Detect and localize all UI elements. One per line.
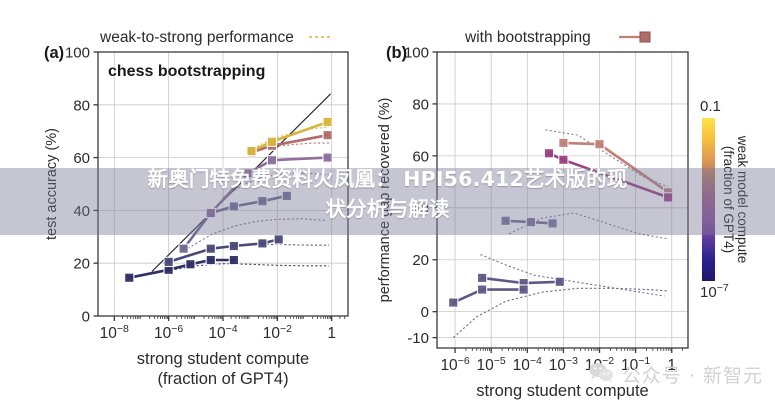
xtick-label: 10−4 — [513, 355, 542, 374]
data-point — [448, 297, 459, 308]
xtick-label: 10−8 — [100, 323, 129, 342]
xtick-label: 10−5 — [477, 355, 506, 374]
xtick-label: 1 — [667, 357, 676, 374]
data-point — [228, 240, 240, 252]
data-point — [228, 201, 240, 212]
ytick-label: 100 — [65, 45, 90, 62]
panel-a: 0 20 40 60 80 100 10−8 10−6 10−4 10−2 1 strong stud… — [44, 29, 349, 388]
legend-label: weak-to-strong performance — [99, 29, 294, 46]
xaxis-label-line2: (fraction of GPT4) — [157, 370, 288, 388]
data-point — [178, 243, 189, 254]
data-point — [257, 196, 268, 207]
legend-label: with bootstrapping — [464, 29, 591, 46]
colorbar-top-label: 0.1 — [700, 98, 721, 115]
data-point — [266, 155, 278, 166]
ytick-label: 40 — [412, 200, 429, 217]
ytick-label: 20 — [73, 256, 90, 273]
data-point — [518, 284, 529, 295]
colorbar-gradient — [702, 118, 715, 281]
ytick-label: 60 — [412, 148, 429, 165]
legend-marker-swatch — [639, 31, 651, 43]
data-point — [281, 190, 293, 202]
data-point — [205, 243, 216, 254]
xaxis-label-line1: strong student compute — [476, 382, 648, 400]
series-line-ceiling — [151, 93, 331, 272]
xtick-label: 10−3 — [549, 355, 578, 374]
xaxis-label-line1: strong student compute — [137, 350, 309, 368]
panel-b-axes-frame — [436, 51, 689, 349]
ytick-label: 100 — [404, 45, 429, 62]
data-point — [554, 276, 565, 287]
xtick-label: 10−2 — [585, 355, 614, 374]
dotted-series-w2s-10^-5 — [187, 218, 327, 249]
ytick-label: 80 — [73, 97, 90, 114]
data-point — [476, 284, 488, 295]
panel-b: -10 0 20 40 60 80 100 10−6 10−5 10−4 10−3 10−2 10−1 1… — [377, 29, 689, 400]
ytick-label: 0 — [82, 309, 90, 326]
data-point — [273, 234, 284, 245]
data-point — [322, 116, 333, 128]
data-point — [205, 254, 216, 266]
data-point — [185, 259, 196, 270]
xtick-label: 10−6 — [440, 355, 469, 374]
data-point — [205, 207, 216, 219]
data-point — [322, 152, 333, 163]
ytick-label: 40 — [73, 203, 90, 220]
data-point — [476, 272, 488, 284]
dotted-series-b-dot-2 — [508, 212, 669, 240]
ytick-label: 0 — [421, 304, 429, 321]
ytick-label: 80 — [412, 96, 429, 113]
series-line-weak-10^-4 — [209, 156, 329, 215]
dotted-series-b-dot-4 — [452, 287, 669, 339]
ytick-label: -10 — [407, 330, 429, 347]
data-point — [124, 272, 135, 283]
xtick-label: 1 — [327, 325, 336, 342]
data-point — [558, 137, 569, 149]
xtick-label: 10−2 — [263, 323, 292, 342]
dotted-series-b-dot-3 — [480, 253, 665, 297]
data-point — [257, 238, 268, 249]
panel-tag: (b) — [386, 44, 407, 62]
colorbar-group: 0.1 10−7 weak model compute(fraction of GP… — [700, 98, 750, 301]
data-point — [525, 216, 537, 228]
xtick-label: 10−4 — [208, 323, 237, 342]
xtick-label: 10−1 — [621, 355, 650, 374]
data-point — [322, 130, 333, 141]
data-point — [543, 148, 555, 159]
dotted-series-w2s-10^-3 — [252, 142, 329, 153]
ytick-label: 20 — [412, 252, 429, 269]
data-point — [547, 218, 558, 229]
data-point — [558, 154, 569, 165]
data-point — [594, 139, 605, 150]
xtick-label: 10−6 — [154, 323, 183, 342]
plot-title: chess bootstrapping — [108, 63, 265, 80]
colorbar-bottom-label: 10−7 — [700, 282, 729, 301]
data-point — [242, 168, 253, 179]
ytick-label: 60 — [73, 150, 90, 167]
dotted-series-w2s-10^-2 — [252, 126, 330, 149]
colorbar-axis-label-line1: weak model compute — [735, 135, 750, 264]
colorbar-axis-label-line2: (fraction of GPT4) — [721, 146, 736, 253]
data-point — [246, 145, 257, 157]
yaxis-label: performance gap recovered (%) — [377, 98, 393, 303]
data-point — [228, 254, 240, 266]
panel-b-plot-area — [437, 52, 688, 348]
panel-tag: (a) — [44, 44, 64, 62]
data-point — [500, 215, 511, 226]
data-point — [266, 136, 278, 147]
yaxis-label: test accuracy (%) — [44, 128, 60, 240]
data-point — [163, 256, 174, 268]
data-point — [662, 192, 674, 203]
